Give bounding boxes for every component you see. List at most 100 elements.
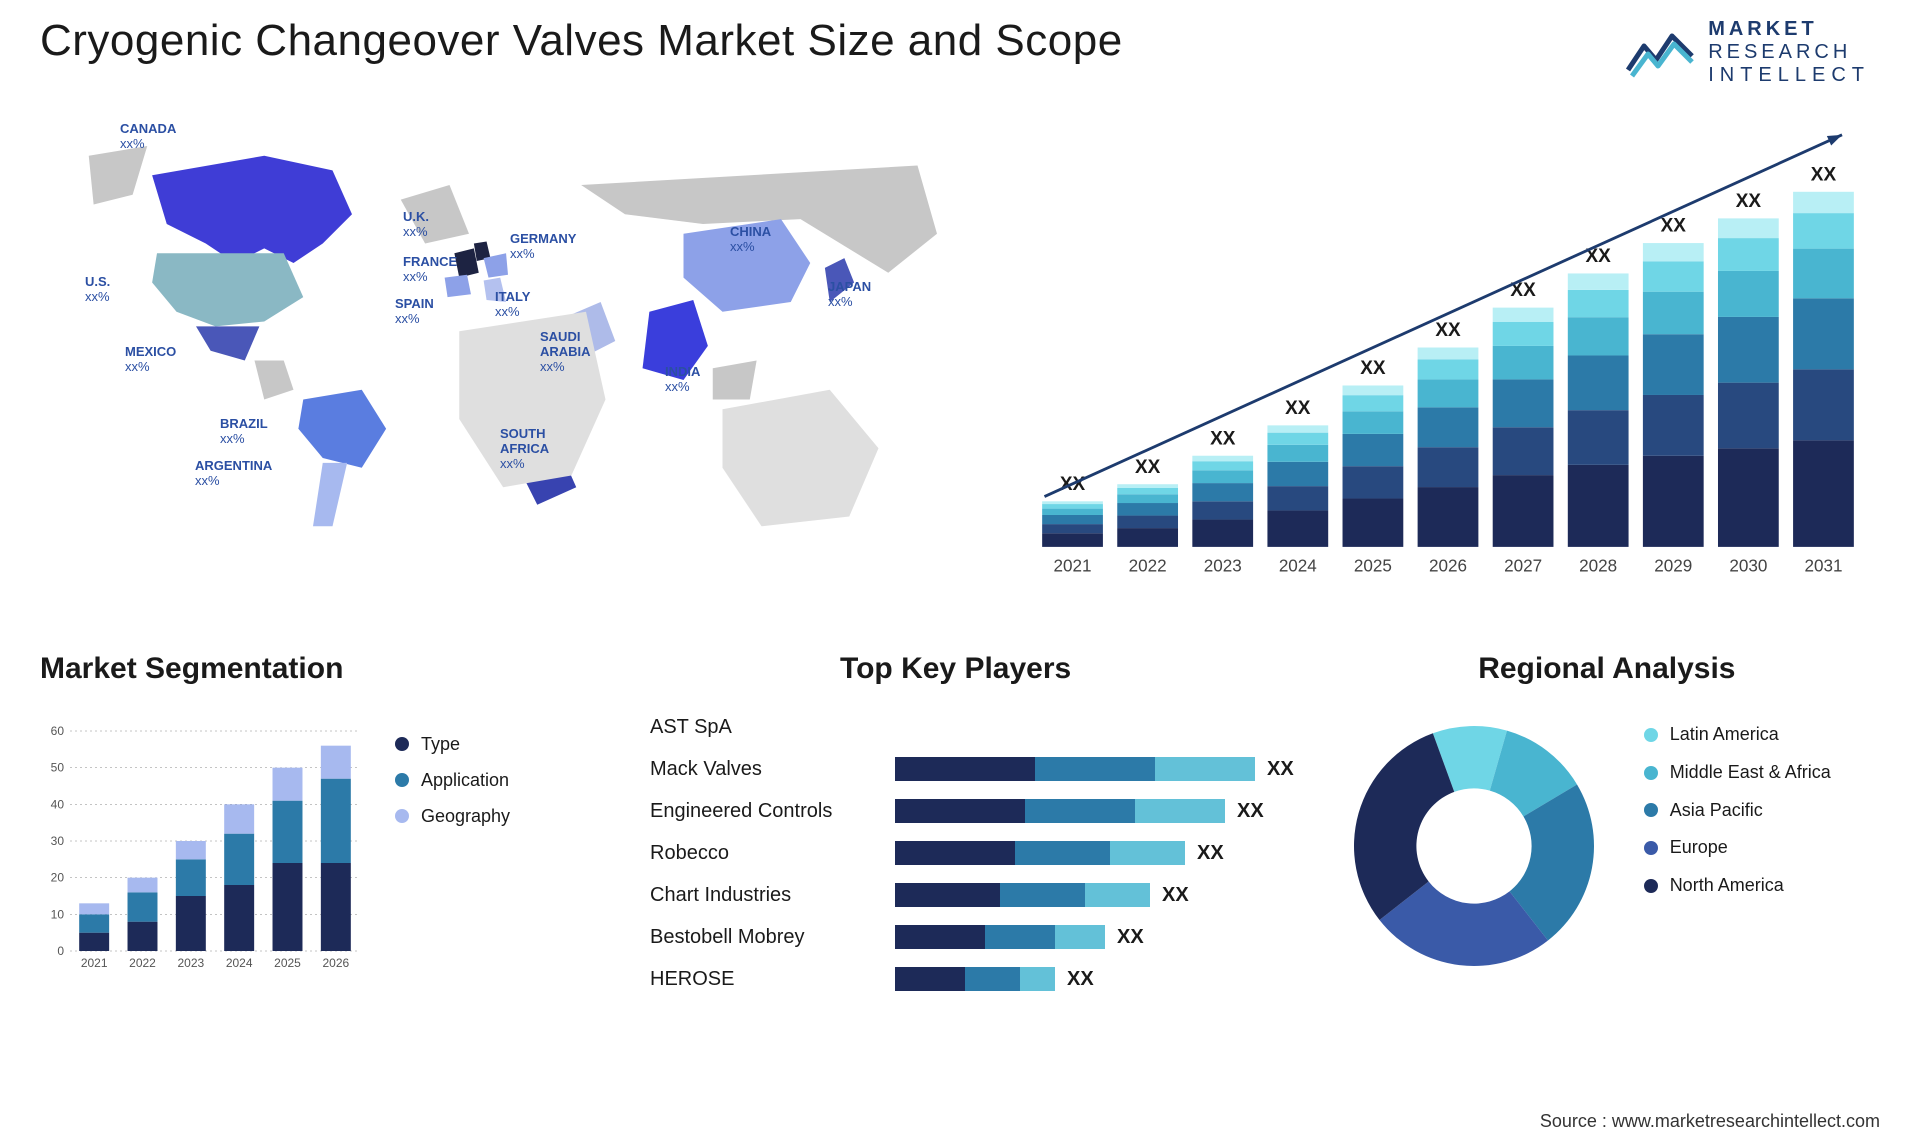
segmentation-legend: TypeApplicationGeography: [395, 726, 510, 834]
svg-text:XX: XX: [1360, 358, 1386, 379]
key-player-row: Chart Industries XX: [650, 874, 1294, 916]
map-country-label: INDIAxx%: [665, 365, 700, 395]
svg-text:0: 0: [57, 944, 64, 958]
page-title: Cryogenic Changeover Valves Market Size …: [40, 16, 1123, 66]
svg-text:2029: 2029: [1654, 557, 1692, 576]
regional-legend-item: Europe: [1644, 829, 1831, 867]
key-player-row: Engineered Controls XX: [650, 790, 1294, 832]
key-player-value: XX: [1237, 800, 1264, 823]
svg-text:2030: 2030: [1729, 557, 1767, 576]
map-country-label: SAUDIARABIAxx%: [540, 330, 591, 375]
svg-text:XX: XX: [1285, 398, 1311, 419]
map-country-label: CANADAxx%: [120, 122, 176, 152]
map-country-label: SPAINxx%: [395, 297, 434, 327]
segmentation-legend-item: Type: [395, 726, 510, 762]
regional-legend-item: Asia Pacific: [1644, 792, 1831, 830]
key-player-row: AST SpA: [650, 706, 1294, 748]
svg-text:2021: 2021: [81, 956, 108, 970]
svg-text:2023: 2023: [1204, 557, 1242, 576]
key-player-bar: [895, 757, 1255, 781]
segmentation-legend-item: Application: [395, 762, 510, 798]
segmentation-chart: 0 10 20 30 40 50 60 2021 2022 2023 2024 2025 2026: [40, 706, 370, 976]
svg-text:2026: 2026: [1429, 557, 1467, 576]
logo-line3: INTELLECT: [1708, 64, 1870, 86]
key-player-bar: [895, 841, 1185, 865]
key-player-value: XX: [1067, 968, 1094, 991]
map-country-label: MEXICOxx%: [125, 345, 176, 375]
svg-text:60: 60: [51, 724, 65, 738]
key-player-value: XX: [1117, 926, 1144, 949]
logo-icon: [1626, 26, 1696, 80]
key-player-value: XX: [1267, 758, 1294, 781]
key-player-name: Bestobell Mobrey: [650, 926, 895, 949]
map-country-label: U.S.xx%: [85, 275, 110, 305]
map-country-label: CHINAxx%: [730, 225, 771, 255]
regional-donut-chart: [1334, 706, 1614, 986]
map-country-label: FRANCExx%: [403, 255, 457, 285]
regional-legend-item: North America: [1644, 867, 1831, 905]
segmentation-legend-item: Geography: [395, 798, 510, 834]
key-player-bar: [895, 883, 1150, 907]
key-player-value: XX: [1162, 884, 1189, 907]
svg-text:40: 40: [51, 797, 65, 811]
regional-title: Regional Analysis: [1334, 652, 1880, 686]
key-players-title: Top Key Players: [840, 652, 1294, 686]
key-player-bar: [895, 799, 1225, 823]
svg-text:2026: 2026: [322, 956, 349, 970]
key-player-value: XX: [1197, 842, 1224, 865]
world-map: [40, 107, 976, 575]
map-country-label: ARGENTINAxx%: [195, 459, 272, 489]
map-country-label: ITALYxx%: [495, 290, 530, 320]
svg-text:XX: XX: [1811, 164, 1837, 185]
key-players-panel: Top Key Players AST SpAMack ValvesXXEngi…: [650, 652, 1294, 1000]
key-player-bar: [895, 925, 1105, 949]
key-player-row: Robecco XX: [650, 832, 1294, 874]
key-player-name: Mack Valves: [650, 758, 895, 781]
svg-text:2027: 2027: [1504, 557, 1542, 576]
map-country-label: GERMANYxx%: [510, 232, 576, 262]
regional-legend-item: Latin America: [1644, 716, 1831, 754]
map-country-label: BRAZILxx%: [220, 417, 268, 447]
key-player-row: Mack Valves XX: [650, 748, 1294, 790]
svg-text:2025: 2025: [274, 956, 301, 970]
svg-text:XX: XX: [1661, 216, 1687, 237]
segmentation-title: Market Segmentation: [40, 652, 610, 686]
svg-text:XX: XX: [1135, 457, 1161, 478]
regional-analysis-panel: Regional Analysis Latin AmericaMiddle Ea…: [1334, 652, 1880, 1000]
key-player-name: Chart Industries: [650, 884, 895, 907]
brand-logo: MARKET RESEARCH INTELLECT: [1626, 18, 1870, 87]
svg-text:2021: 2021: [1054, 557, 1092, 576]
svg-text:XX: XX: [1210, 428, 1236, 449]
svg-text:2023: 2023: [177, 956, 204, 970]
svg-text:XX: XX: [1435, 320, 1461, 341]
svg-text:2025: 2025: [1354, 557, 1392, 576]
logo-line1: MARKET: [1708, 18, 1818, 40]
key-player-name: Robecco: [650, 842, 895, 865]
svg-text:2028: 2028: [1579, 557, 1617, 576]
svg-text:2024: 2024: [226, 956, 253, 970]
svg-text:2022: 2022: [129, 956, 156, 970]
svg-text:10: 10: [51, 907, 65, 921]
svg-text:20: 20: [51, 871, 65, 885]
key-player-bar: [895, 967, 1055, 991]
key-player-name: Engineered Controls: [650, 800, 895, 823]
key-player-name: AST SpA: [650, 716, 895, 739]
map-country-label: SOUTHAFRICAxx%: [500, 427, 549, 472]
market-size-bar-chart: XX 2021 XX 2022 XX 2023 XX 2024 XX 2025 XX 2026 XX 20…: [1016, 107, 1880, 617]
key-player-row: Bestobell Mobrey XX: [650, 916, 1294, 958]
svg-text:2031: 2031: [1804, 557, 1842, 576]
logo-line2: RESEARCH: [1708, 41, 1851, 63]
svg-text:30: 30: [51, 834, 65, 848]
svg-text:50: 50: [51, 761, 65, 775]
world-map-panel: CANADAxx% U.S.xx% MEXICOxx% BRAZILxx% ARGENT…: [40, 107, 976, 617]
key-player-row: HEROSE XX: [650, 958, 1294, 1000]
svg-text:XX: XX: [1736, 191, 1762, 212]
svg-text:2022: 2022: [1129, 557, 1167, 576]
map-country-label: U.K.xx%: [403, 210, 429, 240]
source-attribution: Source : www.marketresearchintellect.com: [1540, 1111, 1880, 1132]
svg-text:2024: 2024: [1279, 557, 1317, 576]
key-player-name: HEROSE: [650, 968, 895, 991]
map-country-label: JAPANxx%: [828, 280, 871, 310]
segmentation-panel: Market Segmentation 0 10 20 30 40 50 60 2021 202…: [40, 652, 610, 1000]
regional-legend-item: Middle East & Africa: [1644, 754, 1831, 792]
